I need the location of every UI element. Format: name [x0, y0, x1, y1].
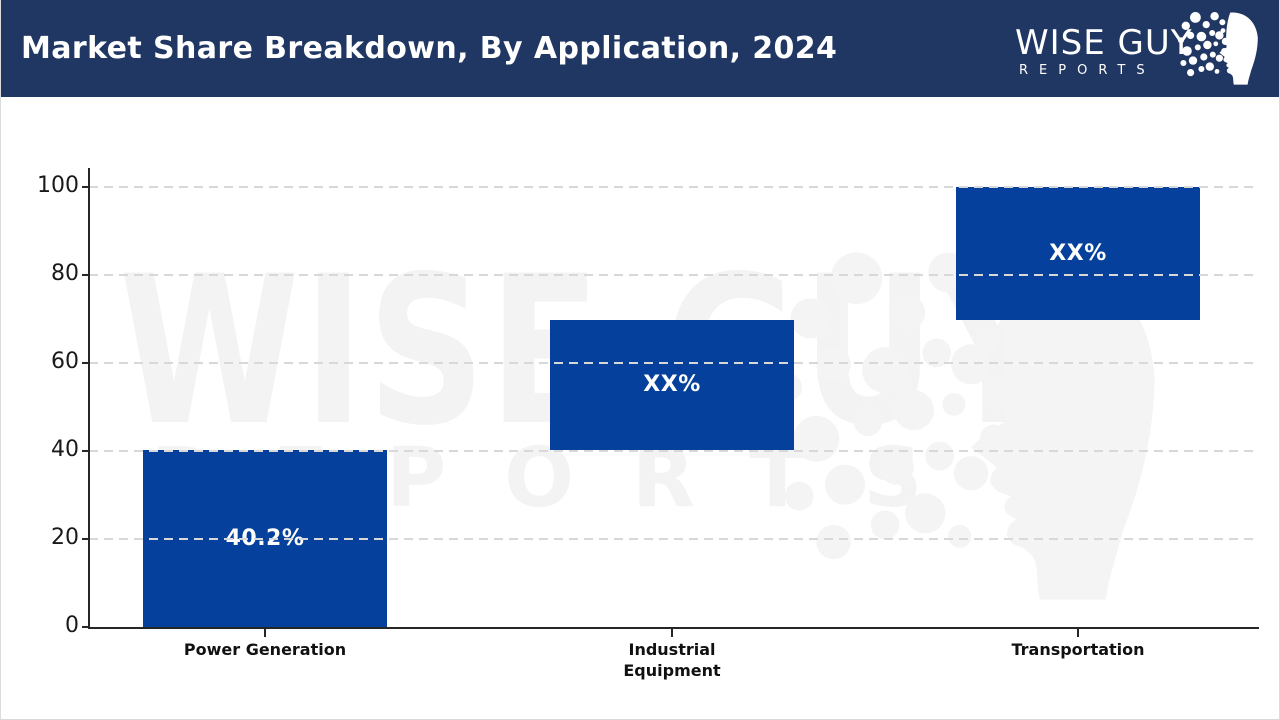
y-tick-label-40: 40 [51, 437, 79, 462]
gridline-80 [89, 274, 1259, 276]
logo-face-dots-icon [1178, 12, 1258, 85]
x-category-label-0: Power Generation [183, 640, 347, 659]
logo-wordmark: WISE GUY [1015, 23, 1193, 63]
gridline-40 [89, 450, 1259, 452]
x-tick-mark-2 [1077, 629, 1079, 637]
y-tick-mark-0 [82, 626, 89, 628]
x-axis-line [88, 627, 1259, 629]
bar-value-label: XX% [1049, 240, 1107, 266]
y-tick-label-60: 60 [51, 349, 79, 374]
bar-transportation: XX% [956, 187, 1200, 320]
y-tick-mark-80 [82, 274, 89, 276]
y-tick-mark-40 [82, 450, 89, 452]
y-tick-mark-60 [82, 362, 89, 364]
x-tick-mark-1 [671, 629, 673, 637]
x-tick-mark-0 [264, 629, 266, 637]
y-tick-label-80: 80 [51, 261, 79, 286]
y-tick-mark-100 [82, 186, 89, 188]
chart-title: Market Share Breakdown, By Application, … [21, 31, 838, 66]
y-axis-line [88, 168, 90, 629]
wiseguy-logo: WISE GUY REPORTS [1007, 0, 1267, 97]
x-category-label-1: Industrial Equipment [623, 640, 721, 680]
gridline-20 [89, 538, 1259, 540]
x-category-label-2: Transportation [1011, 640, 1145, 659]
header: Market Share Breakdown, By Application, … [1, 0, 1279, 97]
y-tick-mark-20 [82, 538, 89, 540]
bar-value-label: XX% [643, 372, 701, 398]
y-tick-label-100: 100 [37, 173, 79, 198]
gridline-100 [89, 186, 1259, 188]
y-tick-label-20: 20 [51, 525, 79, 550]
bar-industrial-equipment: XX% [550, 319, 794, 451]
y-tick-label-0: 0 [65, 613, 79, 638]
logo-reports-text: REPORTS [1019, 63, 1156, 78]
gridline-60 [89, 362, 1259, 364]
